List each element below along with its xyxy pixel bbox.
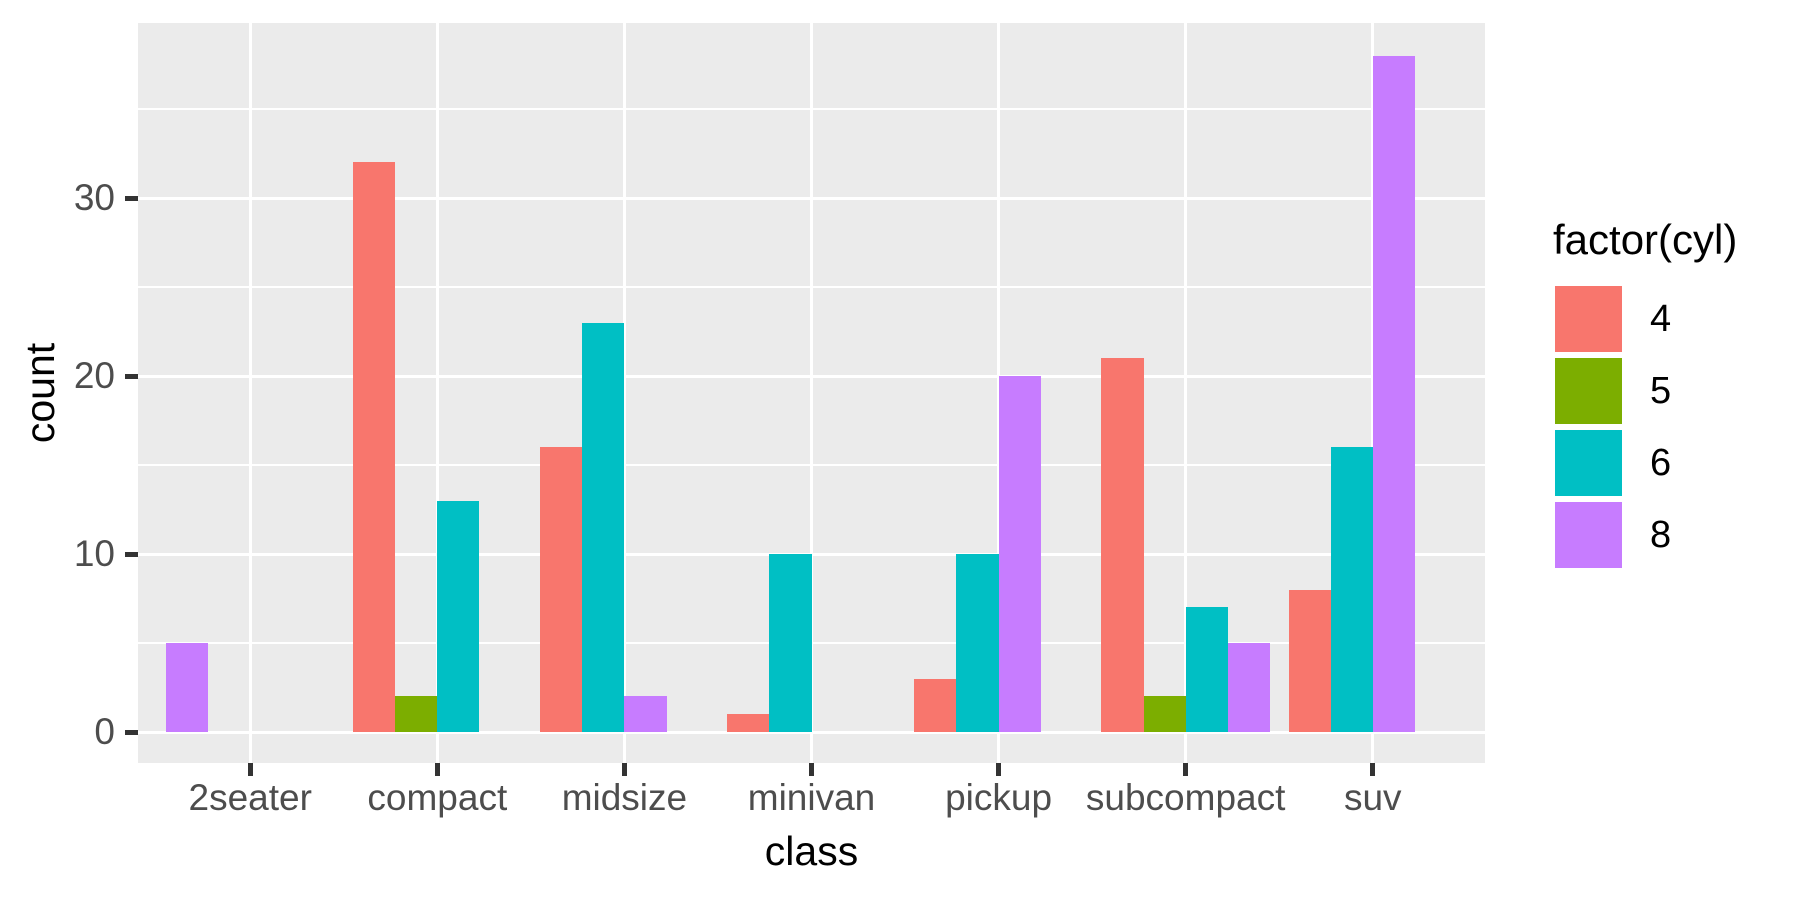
legend-title: factor(cyl) (1553, 216, 1738, 263)
x-axis-title: class (764, 828, 859, 874)
x-gridline-major (248, 23, 252, 763)
x-gridline-major (622, 23, 626, 763)
legend-item-cyl6: 6 (1553, 430, 1800, 496)
x-tick (1183, 763, 1189, 776)
bar-compact-cyl6 (437, 500, 480, 732)
legend-label-cyl5: 5 (1650, 370, 1672, 412)
x-gridline-major (810, 23, 813, 763)
x-gridline-major (435, 23, 439, 763)
x-tick-label: 2seater (188, 777, 312, 818)
legend: factor(cyl) 4 5 6 8 (1553, 216, 1800, 586)
legend-item-cyl5: 5 (1553, 358, 1800, 424)
x-tick (434, 763, 440, 776)
legend-item-cyl8: 8 (1553, 502, 1800, 568)
legend-swatch-cyl5 (1555, 358, 1622, 424)
x-tick-label: minivan (747, 777, 876, 818)
bar-subcompact-cyl4 (1101, 358, 1144, 732)
x-tick-label: suv (1343, 777, 1402, 818)
bar-minivan-cyl6 (769, 554, 812, 732)
bar-pickup-cyl8 (998, 376, 1041, 732)
legend-label-cyl6: 6 (1650, 442, 1672, 484)
x-tick (621, 763, 627, 776)
bar-subcompact-cyl8 (1227, 643, 1270, 732)
bar-midsize-cyl4 (540, 447, 583, 732)
bar-subcompact-cyl6 (1185, 607, 1228, 732)
x-tick-label: compact (367, 777, 508, 818)
x-tick (809, 763, 814, 776)
bar-compact-cyl5 (395, 696, 438, 732)
legend-label-cyl4: 4 (1650, 298, 1672, 340)
legend-item-cyl4: 4 (1553, 286, 1800, 352)
legend-swatch-cyl6 (1555, 430, 1622, 496)
x-gridline-major (1184, 23, 1188, 763)
y-tick (125, 551, 138, 557)
x-tick (996, 763, 1002, 776)
bar-2seater-cyl8 (166, 643, 209, 732)
y-tick (125, 729, 138, 735)
y-tick-label: 10 (73, 533, 115, 574)
bar-suv-cyl4 (1288, 589, 1331, 732)
bar-pickup-cyl6 (956, 554, 999, 732)
y-tick (125, 195, 138, 201)
x-tick-label: pickup (945, 777, 1053, 818)
bar-suv-cyl6 (1330, 447, 1373, 732)
y-tick (125, 373, 138, 379)
legend-swatch-cyl4 (1555, 286, 1622, 352)
y-axis-title: count (17, 342, 63, 444)
legend-swatch-cyl8 (1555, 502, 1622, 568)
y-tick-label: 0 (94, 711, 115, 752)
bar-midsize-cyl8 (624, 696, 667, 732)
y-tick-label: 30 (73, 177, 115, 218)
bar-suv-cyl8 (1372, 55, 1415, 732)
x-tick (1370, 763, 1376, 776)
x-tick-label: subcompact (1085, 777, 1286, 818)
bar-minivan-cyl4 (727, 714, 770, 732)
bar-pickup-cyl4 (914, 678, 957, 732)
legend-label-cyl8: 8 (1650, 514, 1672, 556)
plot-panel (138, 23, 1485, 763)
bar-midsize-cyl6 (582, 322, 625, 732)
bar-subcompact-cyl5 (1143, 696, 1186, 732)
bar-compact-cyl4 (353, 162, 396, 732)
x-tick-label: midsize (561, 777, 688, 818)
x-tick (247, 763, 253, 776)
